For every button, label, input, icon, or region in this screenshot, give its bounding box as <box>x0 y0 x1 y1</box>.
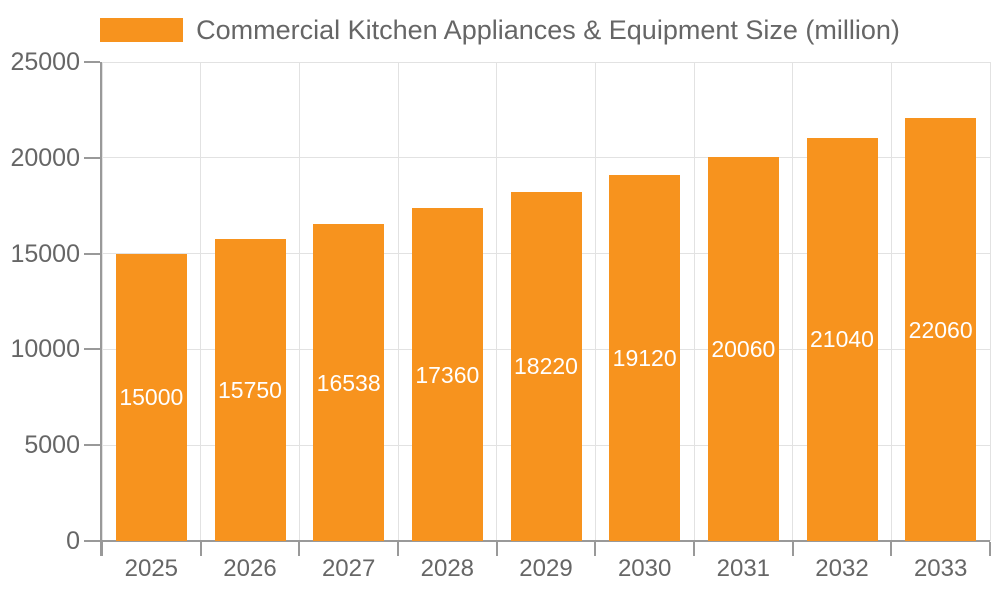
bar-2029[interactable]: 18220 <box>510 191 582 541</box>
bar-2030[interactable]: 19120 <box>609 174 681 541</box>
bar-2027[interactable]: 16538 <box>313 224 385 541</box>
gridline-horizontal <box>102 61 990 63</box>
gridline-vertical <box>496 62 498 541</box>
bar-2028[interactable]: 17360 <box>411 208 483 541</box>
x-axis-tick <box>693 542 695 556</box>
bar-value-label: 18220 <box>514 353 578 380</box>
y-axis-tick-label: 15000 <box>10 239 80 268</box>
x-axis-tick <box>989 542 991 556</box>
gridline-vertical <box>594 62 596 541</box>
y-axis-tick <box>84 348 100 351</box>
x-axis-tick <box>594 542 597 556</box>
x-axis-label: 2029 <box>519 555 573 582</box>
x-axis-label: 2032 <box>815 555 869 582</box>
y-axis-tick-label: 20000 <box>10 143 80 172</box>
x-axis-label: 2030 <box>617 555 672 582</box>
bar-value-label: 15000 <box>119 384 184 411</box>
x-axis-label: 2026 <box>223 555 277 582</box>
x-axis-tick <box>101 542 103 556</box>
x-axis-tick <box>199 542 202 556</box>
gridline-vertical <box>101 62 103 541</box>
chart-title: Commercial Kitchen Appliances & Equipmen… <box>196 15 900 45</box>
y-axis-tick-label: 0 <box>66 527 80 555</box>
x-axis-tick <box>890 542 893 556</box>
bar-value-label: 15750 <box>218 377 282 404</box>
bar-value-label: 22060 <box>908 316 973 343</box>
x-axis-tick <box>298 542 301 556</box>
bar-value-label: 19120 <box>612 344 677 371</box>
x-axis-tick <box>791 542 794 556</box>
bar-2026[interactable]: 15750 <box>214 239 286 541</box>
x-axis-label: 2033 <box>913 555 968 582</box>
bar-2031[interactable]: 20060 <box>707 156 779 541</box>
y-axis-line <box>100 62 102 556</box>
y-axis-tick-label: 25000 <box>10 48 80 76</box>
bar-value-label: 16538 <box>316 369 381 396</box>
legend: Commercial Kitchen Appliances & Equipmen… <box>0 16 1000 44</box>
bar-2033[interactable]: 22060 <box>905 118 977 541</box>
legend-swatch-icon <box>100 18 184 42</box>
x-axis-label: 2025 <box>124 555 179 582</box>
legend-item[interactable]: Commercial Kitchen Appliances & Equipmen… <box>100 16 900 44</box>
gridline-vertical <box>397 62 399 541</box>
bar-value-label: 20060 <box>711 335 776 362</box>
y-axis-tick-label: 5000 <box>24 431 80 460</box>
y-axis-tick <box>84 252 100 255</box>
gridline-vertical <box>989 62 991 541</box>
x-axis-line <box>84 540 990 542</box>
gridline-vertical <box>200 62 202 541</box>
gridline-vertical <box>890 62 892 541</box>
gridline-vertical <box>792 62 794 541</box>
x-axis-tick <box>495 542 498 556</box>
x-axis-tick <box>397 542 399 556</box>
bar-2032[interactable]: 21040 <box>806 137 878 541</box>
bar-value-label: 17360 <box>415 361 480 388</box>
x-axis-label: 2027 <box>321 555 376 582</box>
gridline-vertical <box>298 62 300 541</box>
y-axis-tick <box>84 61 100 63</box>
y-axis-tick <box>84 444 100 447</box>
y-axis-tick-label: 10000 <box>10 335 80 364</box>
gridline-horizontal <box>102 157 990 159</box>
x-axis-label: 2028 <box>420 555 475 582</box>
y-axis-tick <box>84 156 100 159</box>
bar-value-label: 21040 <box>810 326 874 353</box>
bar-2025[interactable]: 15000 <box>115 253 187 541</box>
gridline-vertical <box>693 62 695 541</box>
x-axis-label: 2031 <box>716 555 771 582</box>
